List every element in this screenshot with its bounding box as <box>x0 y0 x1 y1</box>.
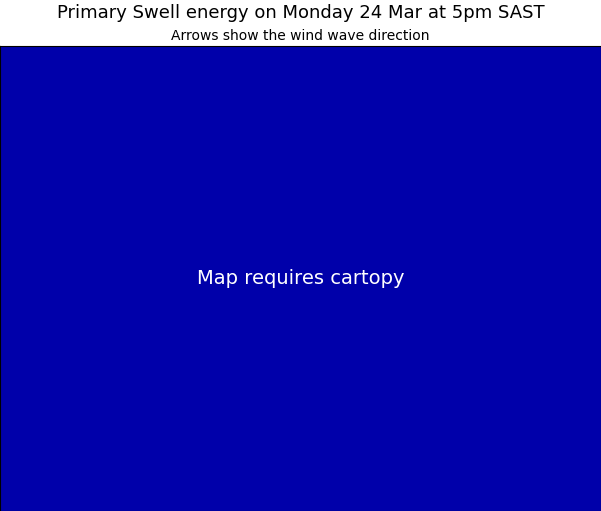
Text: Map requires cartopy: Map requires cartopy <box>197 269 404 288</box>
Text: Primary Swell energy on Monday 24 Mar at 5pm SAST: Primary Swell energy on Monday 24 Mar at… <box>56 4 545 22</box>
Text: Arrows show the wind wave direction: Arrows show the wind wave direction <box>171 29 430 43</box>
